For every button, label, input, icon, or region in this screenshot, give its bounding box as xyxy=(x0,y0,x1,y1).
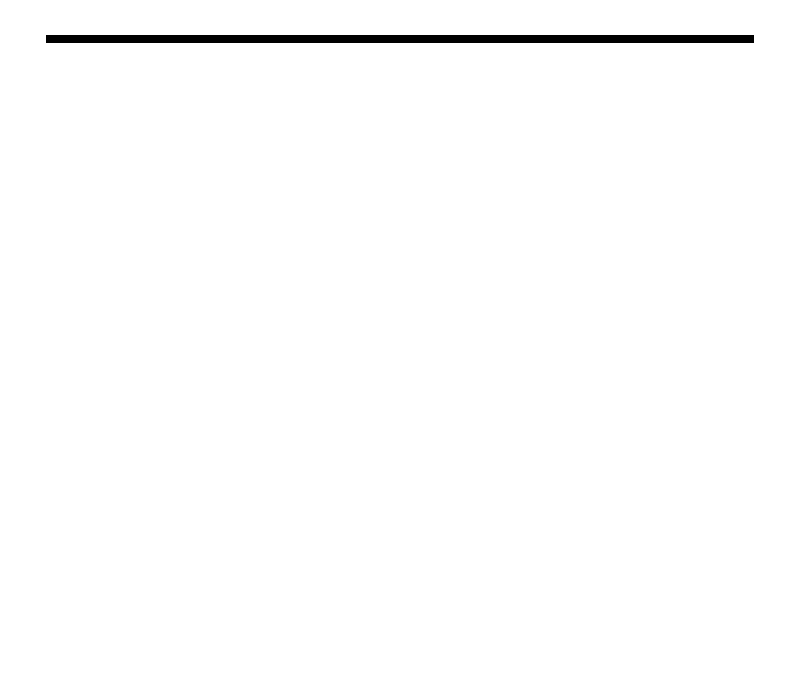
heatmap-border xyxy=(46,35,754,43)
y-axis-ticks-left xyxy=(18,15,46,65)
x-axis-ticks-bottom xyxy=(46,45,754,65)
x-axis-ticks-top xyxy=(46,15,754,35)
chart-title xyxy=(0,0,800,8)
y-axis-label-left xyxy=(0,15,18,65)
y-axis-ticks-right xyxy=(754,15,782,65)
y-axis-label-right xyxy=(782,15,800,65)
heatmap-area xyxy=(46,15,754,65)
chart-block xyxy=(0,15,800,65)
